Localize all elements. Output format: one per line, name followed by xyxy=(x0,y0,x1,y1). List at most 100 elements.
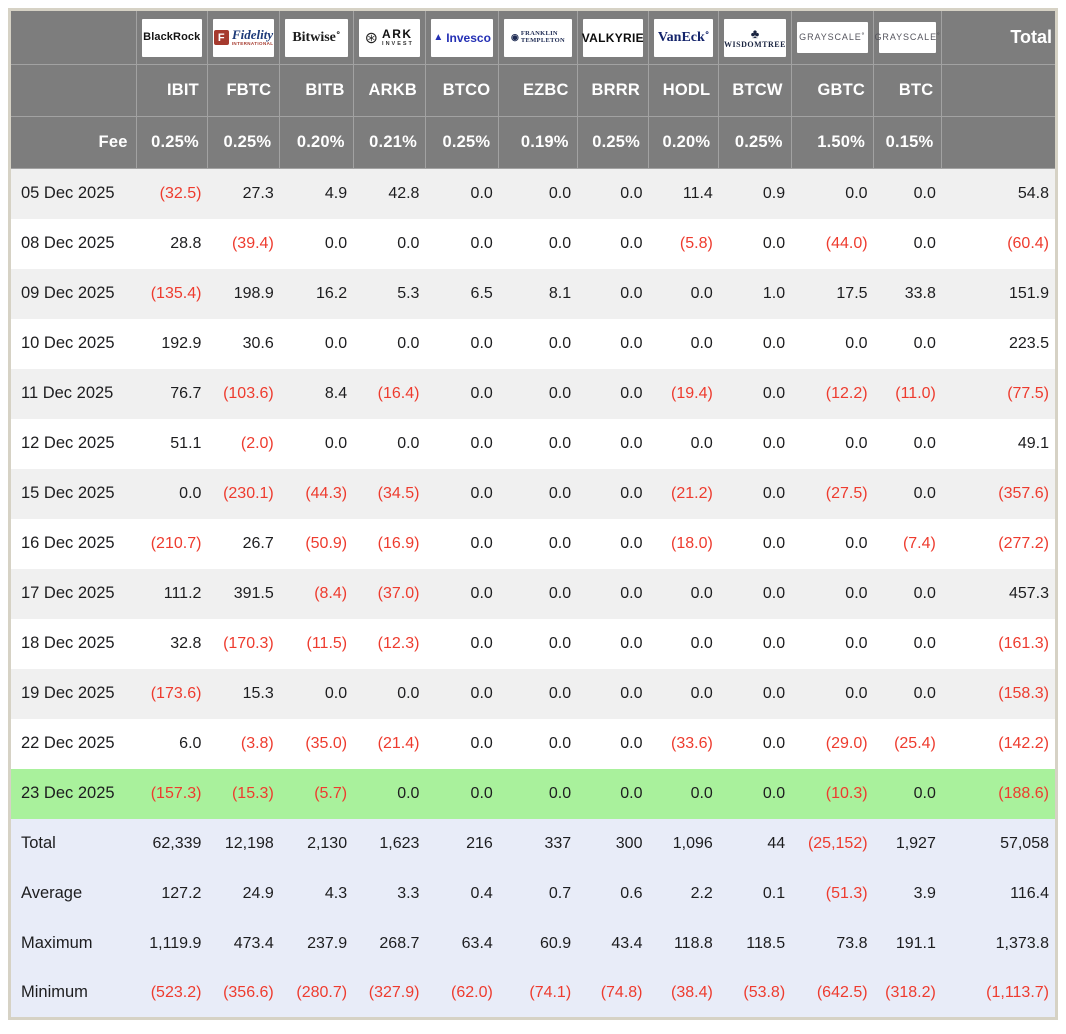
flow-cell-FBTC: (2.0) xyxy=(207,418,280,469)
summary-cell-BTCW: (53.8) xyxy=(718,968,792,1019)
flow-cell-FBTC: (170.3) xyxy=(207,618,280,669)
ticker-BITB: BITB xyxy=(279,64,354,117)
flow-cell-FBTC: 198.9 xyxy=(207,268,280,319)
summary-cell-EZBC: 337 xyxy=(498,818,578,869)
flow-cell-BTC: 0.0 xyxy=(873,618,942,669)
fee-EZBC: 0.19% xyxy=(498,116,578,169)
flow-cell-IBIT: 192.9 xyxy=(136,318,208,369)
flow-cell-HODL: (21.2) xyxy=(648,468,719,519)
ticker-BTCW: BTCW xyxy=(718,64,792,117)
summary-total: 57,058 xyxy=(941,818,1057,869)
flow-cell-GBTC: 17.5 xyxy=(791,268,874,319)
flow-cell-HODL: (33.6) xyxy=(648,718,719,769)
table-row-22-dec-2025: 22 Dec 2025 6.0 (3.8) (35.0) (21.4) 0.0 0.0 0.0… xyxy=(9,718,1057,769)
blackrock-logo: BlackRock xyxy=(141,18,202,57)
flow-cell-BTCW: 0.0 xyxy=(718,468,792,519)
summary-cell-EZBC: 0.7 xyxy=(498,868,578,919)
row-date: 23 Dec 2025 xyxy=(9,768,137,819)
summary-cell-BTC: 191.1 xyxy=(873,918,942,969)
flow-cell-EZBC: 0.0 xyxy=(498,618,578,669)
flow-cell-BITB: (50.9) xyxy=(279,518,354,569)
summary-cell-BTC: 3.9 xyxy=(873,868,942,919)
row-total: (77.5) xyxy=(941,368,1057,419)
row-date: 11 Dec 2025 xyxy=(9,368,137,419)
flow-cell-HODL: 0.0 xyxy=(648,318,719,369)
summary-cell-BRRR: 43.4 xyxy=(577,918,649,969)
grayscale-gbtc-logo-text: GRAYSCALE˚ xyxy=(799,32,866,42)
flow-cell-BITB: 0.0 xyxy=(279,418,354,469)
grayscale-gbtc-logo-text-group: GRAYSCALE˚ xyxy=(799,33,865,42)
flow-cell-HODL: 0.0 xyxy=(648,618,719,669)
bitwise-logo-text: Bitwise˚ xyxy=(292,29,341,45)
logo-cell-grayscale-btc: GRAYSCALE˚ xyxy=(873,9,943,65)
flow-cell-BTC: 33.8 xyxy=(873,268,942,319)
ticker-EZBC: EZBC xyxy=(498,64,578,117)
row-date: 08 Dec 2025 xyxy=(9,218,137,269)
valkyrie-logo-text: VALKYRIE xyxy=(581,30,644,45)
flow-cell-EZBC: 0.0 xyxy=(498,418,578,469)
summary-cell-BTCW: 0.1 xyxy=(718,868,792,919)
summary-cell-FBTC: 473.4 xyxy=(207,918,280,969)
summary-cell-BTCO: (62.0) xyxy=(425,968,499,1019)
flow-cell-BRRR: 0.0 xyxy=(577,568,649,619)
summary-cell-IBIT: 127.2 xyxy=(136,868,208,919)
flow-cell-EZBC: 0.0 xyxy=(498,218,578,269)
row-date: 17 Dec 2025 xyxy=(9,568,137,619)
table-row-05-dec-2025: 05 Dec 2025 (32.5) 27.3 4.9 42.8 0.0 0.0 0.0 11.… xyxy=(9,168,1057,219)
ticker-FBTC: FBTC xyxy=(206,64,281,117)
summary-cell-FBTC: 12,198 xyxy=(207,818,280,869)
flow-cell-BTCO: 6.5 xyxy=(425,268,499,319)
wisdomtree-logo-text: WISDOMTREE xyxy=(724,39,786,49)
fee-IBIT: 0.25% xyxy=(135,116,208,169)
flow-cell-BTCO: 0.0 xyxy=(425,168,499,219)
table-row-17-dec-2025: 17 Dec 2025 111.2 391.5 (8.4) (37.0) 0.0 0.0 0.… xyxy=(9,568,1057,619)
row-date: 16 Dec 2025 xyxy=(9,518,137,569)
flow-cell-IBIT: 32.8 xyxy=(136,618,208,669)
flow-cell-ARKB: (34.5) xyxy=(353,468,426,519)
flow-cell-ARKB: (37.0) xyxy=(353,568,426,619)
flow-cell-GBTC: 0.0 xyxy=(791,568,874,619)
flow-cell-BTCO: 0.0 xyxy=(425,568,499,619)
flow-cell-BTC: 0.0 xyxy=(873,318,942,369)
flow-cell-ARKB: 42.8 xyxy=(353,168,426,219)
flow-cell-IBIT: 6.0 xyxy=(136,718,208,769)
summary-total: 116.4 xyxy=(941,868,1057,919)
table-row-23-dec-2025: 23 Dec 2025 (157.3) (15.3) (5.7) 0.0 0.0 0.0 0.… xyxy=(9,768,1057,819)
grayscale-btc-logo-text: GRAYSCALE˚ xyxy=(874,32,941,42)
row-total: (161.3) xyxy=(941,618,1057,669)
flow-cell-FBTC: (230.1) xyxy=(207,468,280,519)
logo-cell-wisdomtree: ♣ WISDOMTREE xyxy=(718,9,792,65)
flow-cell-FBTC: (103.6) xyxy=(207,368,280,419)
flow-cell-ARKB: (16.9) xyxy=(353,518,426,569)
flow-cell-BRRR: 0.0 xyxy=(577,468,649,519)
ark-invest-logo-text-group: ARK INVEST xyxy=(382,28,414,48)
flow-cell-BTC: 0.0 xyxy=(873,568,942,619)
flow-cell-BTC: (11.0) xyxy=(873,368,942,419)
flow-cell-BITB: 0.0 xyxy=(279,668,354,719)
row-total: (277.2) xyxy=(941,518,1057,569)
summary-cell-EZBC: 60.9 xyxy=(498,918,578,969)
table-row-11-dec-2025: 11 Dec 2025 76.7 (103.6) 8.4 (16.4) 0.0 0.0 0.0… xyxy=(9,368,1057,419)
row-total: 49.1 xyxy=(941,418,1057,469)
flow-cell-IBIT: (135.4) xyxy=(136,268,208,319)
invesco-logo-icon: ▲ xyxy=(433,32,444,43)
summary-cell-GBTC: 73.8 xyxy=(791,918,874,969)
summary-cell-ARKB: 1,623 xyxy=(353,818,426,869)
flow-cell-ARKB: 0.0 xyxy=(353,318,426,369)
row-total: 457.3 xyxy=(941,568,1057,619)
flow-cell-BTC: 0.0 xyxy=(873,168,942,219)
summary-cell-GBTC: (51.3) xyxy=(791,868,874,919)
fee-BTCW: 0.25% xyxy=(718,116,792,169)
flow-cell-GBTC: (29.0) xyxy=(791,718,874,769)
ark-invest-logo-text: ARK xyxy=(382,26,413,41)
fee-header-row: Fee 0.25% 0.25% 0.20% 0.21% 0.25% 0.19% 0.25% 0.… xyxy=(9,116,1057,169)
flow-cell-EZBC: 0.0 xyxy=(498,368,578,419)
summary-row-average: Average 127.2 24.9 4.3 3.3 0.4 0.7 0.6 2.2 0.1 (51… xyxy=(9,868,1057,919)
flow-cell-BTCW: 0.0 xyxy=(718,518,792,569)
fee-HODL: 0.20% xyxy=(647,116,720,169)
fidelity-logo: F Fidelity INTERNATIONAL xyxy=(212,18,275,57)
flow-cell-FBTC: (39.4) xyxy=(207,218,280,269)
logo-cell-valkyrie: VALKYRIE xyxy=(576,9,649,65)
flow-cell-BTCW: 0.0 xyxy=(718,318,792,369)
row-date: 22 Dec 2025 xyxy=(9,718,137,769)
